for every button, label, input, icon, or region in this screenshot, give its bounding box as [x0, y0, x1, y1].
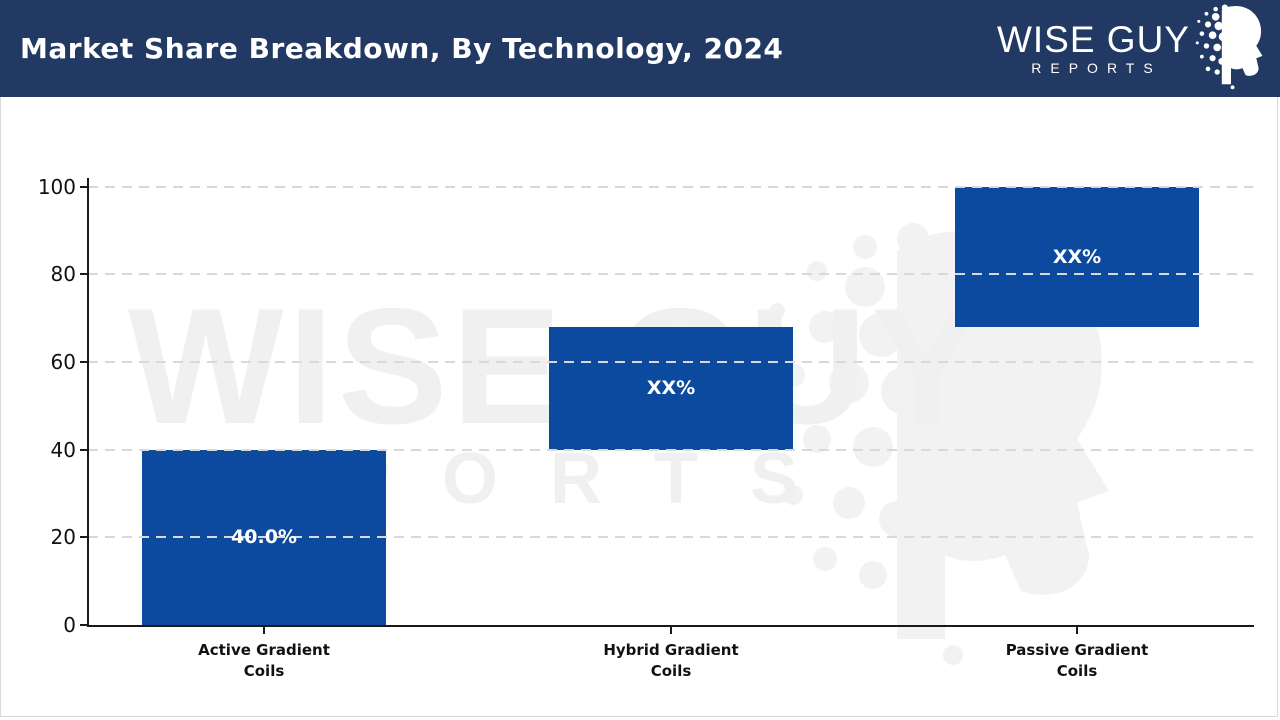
gridline: [88, 448, 1253, 451]
header-bar: Market Share Breakdown, By Technology, 2…: [0, 0, 1280, 97]
gridline: [88, 536, 1253, 539]
x-axis-category-label: Active Gradient Coils: [198, 641, 330, 680]
y-axis-tick: [80, 624, 88, 626]
y-axis-tick-label: 0: [63, 613, 76, 637]
x-axis-category-label: Hybrid Gradient Coils: [603, 641, 739, 680]
y-axis-tick-label: 20: [50, 525, 76, 550]
y-axis-line: [87, 177, 89, 627]
bar-passive-gradient-coils: [955, 186, 1199, 327]
y-axis-tick: [80, 448, 88, 451]
bar-hybrid-gradient-coils: [549, 326, 793, 450]
y-axis-tick: [80, 360, 88, 363]
x-axis-tick: [1076, 627, 1078, 634]
y-axis-tick: [80, 536, 88, 539]
gridline: [88, 185, 1253, 188]
x-axis-line: [87, 625, 1254, 627]
gridline: [88, 273, 1253, 276]
gridline: [88, 360, 1253, 363]
watermark-head-icon: [761, 223, 1109, 665]
y-axis-tick-label: 40: [50, 437, 76, 462]
x-axis-tick: [263, 627, 265, 634]
y-axis-tick-label: 60: [50, 349, 76, 374]
y-axis-tick-label: 100: [37, 174, 76, 199]
y-axis-tick: [80, 273, 88, 276]
x-axis-category-label: Passive Gradient Coils: [1005, 641, 1149, 680]
y-axis-tick: [80, 185, 88, 188]
logo-reports-text: REPORTS: [1031, 60, 1162, 77]
logo-wordmark: WISE GUY: [996, 18, 1190, 60]
bar-value-label: XX%: [1052, 245, 1102, 268]
bar-value-label: 40.0%: [231, 526, 297, 549]
wiseguy-logo: WISE GUY REPORTS: [997, 3, 1280, 95]
chart-title: Market Share Breakdown, By Technology, 2…: [20, 32, 784, 65]
bar-value-label: XX%: [646, 377, 696, 400]
logo-text-block: WISE GUY REPORTS: [996, 18, 1190, 77]
x-axis-tick: [670, 627, 672, 634]
y-axis-tick-label: 80: [50, 262, 76, 287]
logo-head-icon: [1195, 4, 1263, 89]
